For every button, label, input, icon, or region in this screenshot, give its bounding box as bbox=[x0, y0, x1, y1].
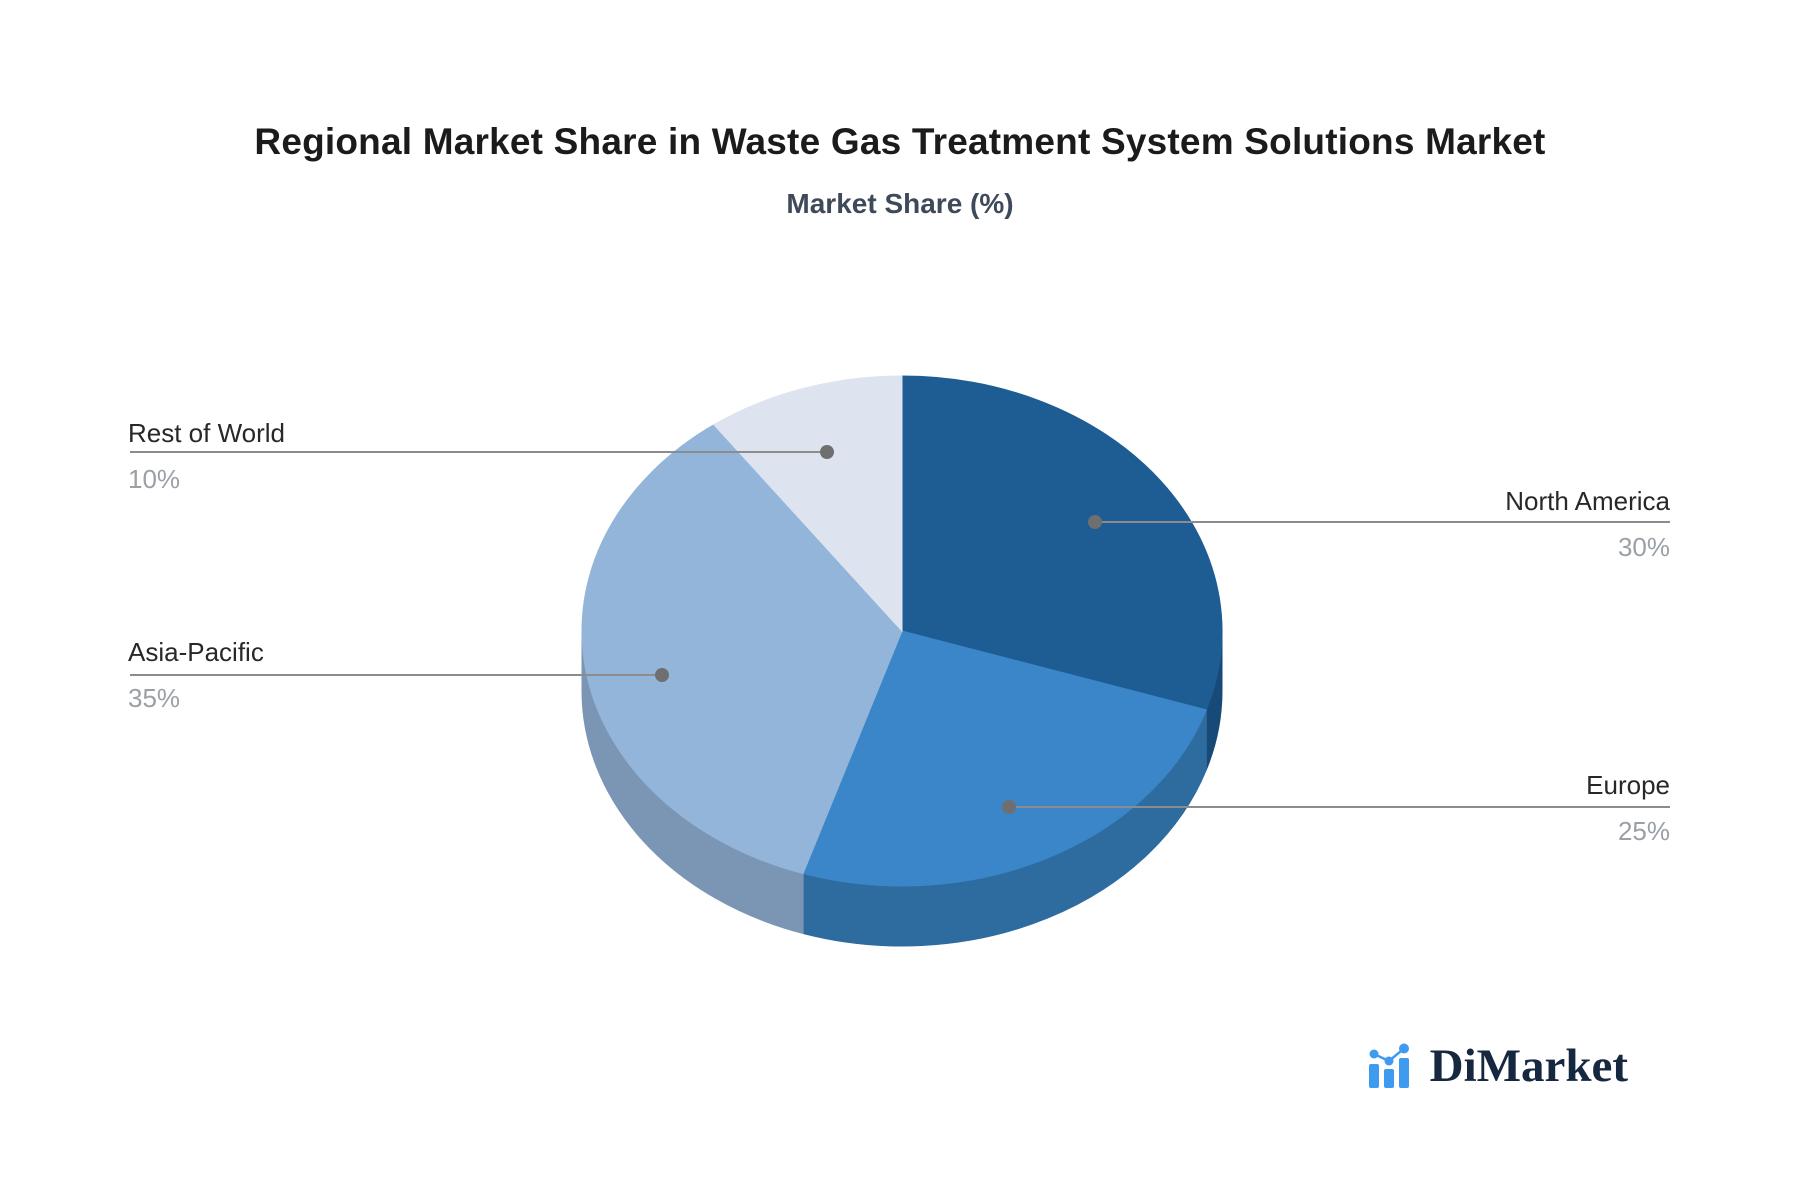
pie-slice-north-america bbox=[901, 375, 1223, 711]
slice-label: North America bbox=[1505, 486, 1670, 516]
bar-chart-trend-icon bbox=[1368, 1043, 1409, 1088]
leader-dot-europe bbox=[1002, 800, 1016, 814]
slice-percent: 25% bbox=[1617, 816, 1670, 846]
slice-label: Asia-Pacific bbox=[128, 637, 264, 667]
leader-dot-asia-pacific bbox=[655, 668, 669, 682]
slice-percent: 10% bbox=[128, 464, 181, 494]
pie-slice-asia-pacific bbox=[581, 424, 903, 875]
callout-asia-pacific: Asia-Pacific 35% bbox=[128, 637, 548, 713]
leader-dot-north-america bbox=[1088, 515, 1102, 529]
logo-wordmark: DiMarket bbox=[1429, 1040, 1628, 1092]
slice-percent: 35% bbox=[128, 683, 181, 713]
callout-rest-of-world: Rest of World 10% bbox=[128, 418, 548, 494]
chart-title: Regional Market Share in Waste Gas Treat… bbox=[254, 121, 1546, 162]
callout-north-america: North America 30% bbox=[1250, 486, 1670, 562]
slice-percent: 30% bbox=[1617, 532, 1670, 562]
leader-dot-rest-of-world bbox=[820, 445, 834, 459]
pie-slice-europe bbox=[802, 630, 1208, 887]
callout-europe: Europe 25% bbox=[1250, 770, 1670, 846]
slice-label: Europe bbox=[1586, 770, 1670, 800]
slice-label: Rest of World bbox=[128, 418, 286, 448]
chart-subtitle: Market Share (%) bbox=[786, 188, 1014, 219]
dimarket-logo: DiMarket bbox=[1365, 1040, 1628, 1092]
pie-slice-rest-of-world bbox=[713, 375, 903, 633]
